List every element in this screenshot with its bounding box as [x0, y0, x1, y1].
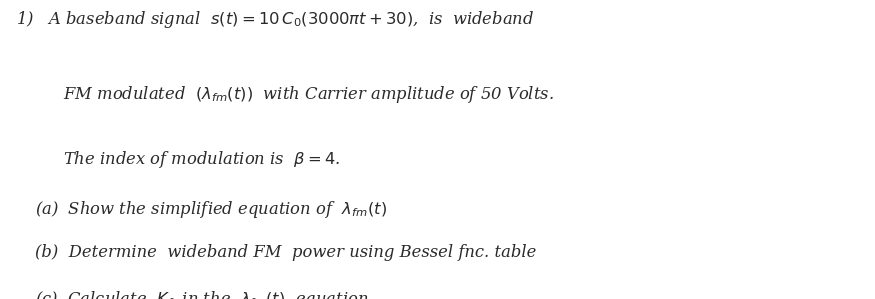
Text: (b)  Determine  wideband FM  power using Bessel fnc. table: (b) Determine wideband FM power using Be…: [35, 244, 536, 261]
Text: (a)  Show the simplified equation of  $\lambda_{fm}(t)$: (a) Show the simplified equation of $\la…: [35, 199, 387, 220]
Text: (c)  Calculate  $K_f$  in the  $\lambda_{fm}(t)$  equation: (c) Calculate $K_f$ in the $\lambda_{fm}…: [35, 289, 368, 299]
Text: 1)   A baseband signal  $s(t) = 10\,C_0(3000\pi t + 30)$,  is  wideband: 1) A baseband signal $s(t) = 10\,C_0(300…: [16, 9, 534, 30]
Text: The index of modulation is  $\beta = 4$.: The index of modulation is $\beta = 4$.: [63, 150, 340, 170]
Text: FM modulated  $(\lambda_{fm}(t))$  with Carrier amplitude of 50 Volts.: FM modulated $(\lambda_{fm}(t))$ with Ca…: [63, 84, 554, 105]
